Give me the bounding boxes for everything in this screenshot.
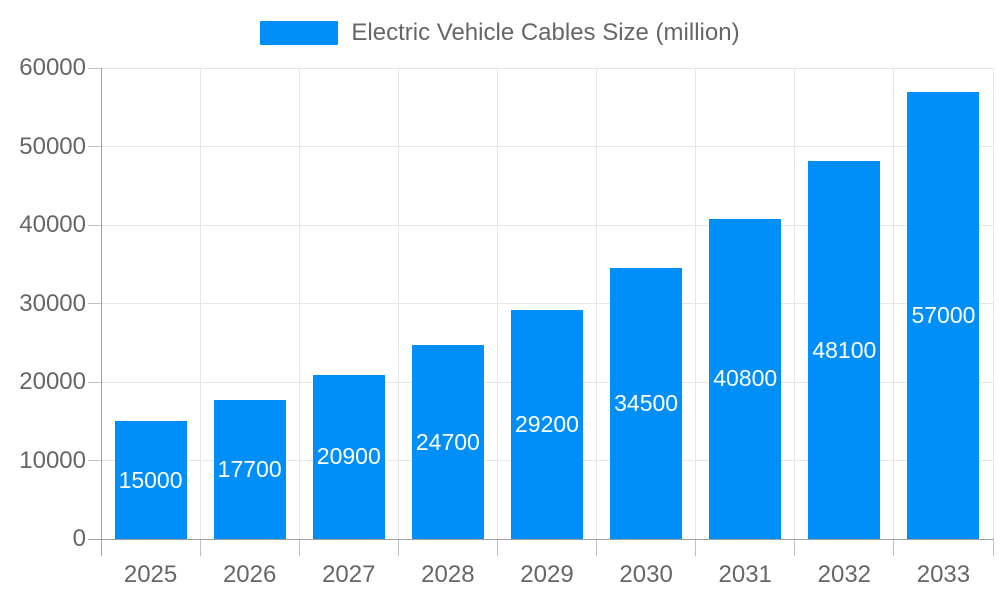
v-gridline <box>397 68 399 539</box>
bar-value-label: 34500 <box>614 390 679 417</box>
x-tick-mark <box>695 539 697 556</box>
h-gridline <box>101 67 993 69</box>
x-tick-label: 2033 <box>916 561 971 588</box>
y-tick-label: 30000 <box>19 289 86 317</box>
x-tick-label: 2028 <box>421 561 475 588</box>
x-tick-label: 2030 <box>619 561 673 588</box>
x-tick-mark <box>199 539 201 556</box>
y-tick-mark <box>88 146 101 147</box>
bar: 40800 <box>709 218 782 539</box>
x-axis-line <box>88 538 993 540</box>
bar: 34500 <box>610 268 683 539</box>
bar-value-label: 57000 <box>911 301 976 328</box>
bar: 48100 <box>808 161 881 539</box>
x-tick-label: 2027 <box>322 561 376 588</box>
bar: 24700 <box>411 345 484 539</box>
x-tick-mark <box>893 539 895 556</box>
y-tick-label: 40000 <box>19 211 86 238</box>
bar: 15000 <box>114 421 187 539</box>
bar-value-label: 48100 <box>812 336 877 363</box>
y-tick-label: 20000 <box>19 368 86 395</box>
legend-label: Electric Vehicle Cables Size (million) <box>351 19 740 46</box>
v-gridline <box>199 68 201 539</box>
x-tick-mark <box>992 539 994 556</box>
x-tick-label: 2032 <box>817 561 872 588</box>
x-tick-label: 2026 <box>222 561 277 588</box>
y-tick-mark <box>88 67 101 69</box>
bar: 57000 <box>907 91 980 539</box>
y-tick-mark <box>88 224 101 226</box>
x-tick-mark <box>298 539 300 556</box>
v-gridline <box>298 68 300 539</box>
h-gridline <box>101 303 993 304</box>
x-tick-mark <box>397 539 399 556</box>
y-tick-mark <box>88 381 101 383</box>
bar: 29200 <box>511 309 583 539</box>
y-axis-line <box>100 68 102 556</box>
legend-swatch <box>260 21 339 45</box>
y-tick-label: 60000 <box>19 54 86 81</box>
y-tick-label: 10000 <box>19 446 86 474</box>
bar: 20900 <box>312 374 385 539</box>
bar: 17700 <box>213 400 286 539</box>
legend-item[interactable]: Electric Vehicle Cables Size (million) <box>0 18 1000 48</box>
x-tick-mark <box>794 539 796 556</box>
bar-value-label: 24700 <box>415 428 480 455</box>
h-gridline <box>101 224 993 226</box>
x-tick-mark <box>596 539 598 556</box>
x-tick-mark <box>496 539 498 556</box>
x-tick-label: 2031 <box>718 561 772 588</box>
x-tick-label: 2029 <box>520 561 574 588</box>
v-gridline <box>992 68 994 539</box>
v-gridline <box>596 68 598 539</box>
v-gridline <box>893 68 895 539</box>
v-gridline <box>496 68 498 539</box>
y-tick-mark <box>88 460 101 461</box>
bar-value-label: 20900 <box>316 443 381 470</box>
y-tick-label: 0 <box>72 525 86 552</box>
bar-value-label: 40800 <box>713 365 778 392</box>
bar-value-label: 17700 <box>217 456 282 483</box>
bar-value-label: 15000 <box>118 466 183 493</box>
v-gridline <box>794 68 796 539</box>
y-tick-mark <box>88 303 101 304</box>
y-tick-label: 50000 <box>19 132 86 160</box>
v-gridline <box>695 68 697 539</box>
bar-value-label: 29200 <box>515 410 579 437</box>
x-tick-label: 2025 <box>123 561 178 588</box>
h-gridline <box>101 146 993 147</box>
